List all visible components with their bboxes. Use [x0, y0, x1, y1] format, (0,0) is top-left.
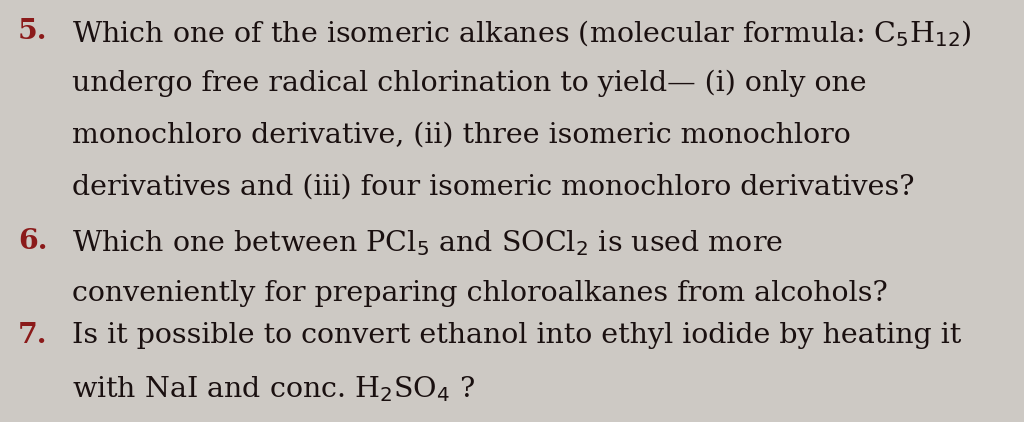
Text: derivatives and (iii) four isomeric monochloro derivatives?: derivatives and (iii) four isomeric mono…: [72, 174, 914, 201]
Text: undergo free radical chlorination to yield— (i) only one: undergo free radical chlorination to yie…: [72, 70, 866, 97]
Text: Which one of the isomeric alkanes (molecular formula: C$_5$H$_{12}$): Which one of the isomeric alkanes (molec…: [72, 18, 972, 49]
Text: 5.: 5.: [18, 18, 47, 45]
Text: Is it possible to convert ethanol into ethyl iodide by heating it: Is it possible to convert ethanol into e…: [72, 322, 962, 349]
Text: 7.: 7.: [18, 322, 47, 349]
Text: conveniently for preparing chloroalkanes from alcohols?: conveniently for preparing chloroalkanes…: [72, 280, 888, 307]
Text: with NaI and conc. H$_2$SO$_4$ ?: with NaI and conc. H$_2$SO$_4$ ?: [72, 374, 475, 404]
Text: monochloro derivative, (ii) three isomeric monochloro: monochloro derivative, (ii) three isomer…: [72, 122, 851, 149]
Text: 6.: 6.: [18, 228, 47, 255]
Text: Which one between PCl$_5$ and SOCl$_2$ is used more: Which one between PCl$_5$ and SOCl$_2$ i…: [72, 228, 783, 258]
